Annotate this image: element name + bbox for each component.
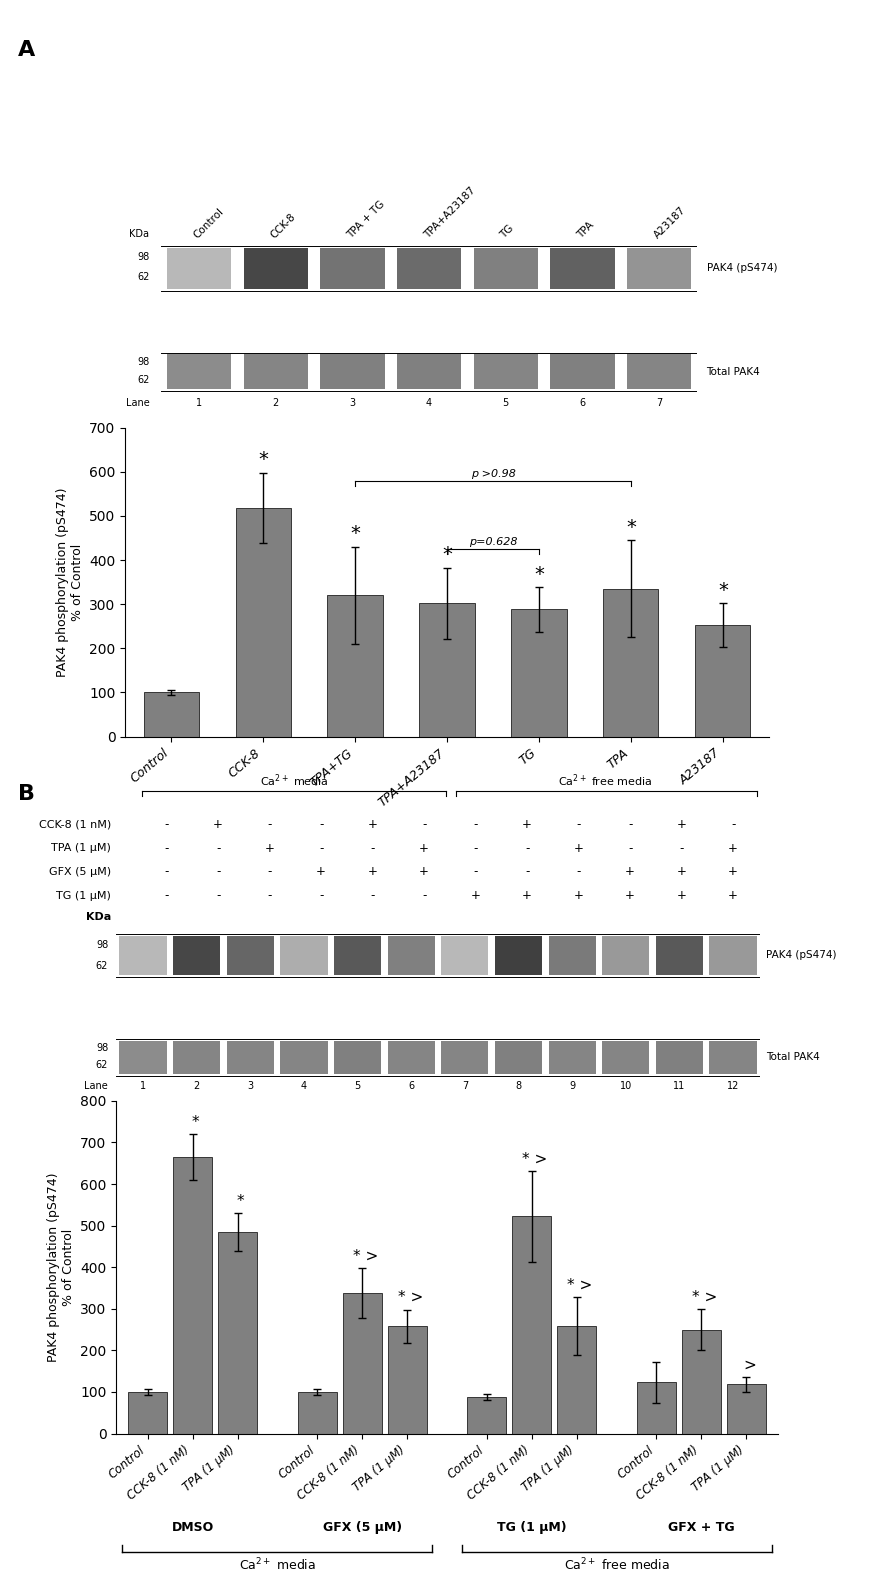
- Y-axis label: PAK4 phosphorylation (pS474)
% of Control: PAK4 phosphorylation (pS474) % of Contro…: [46, 1172, 74, 1362]
- Bar: [468, 1397, 506, 1434]
- Text: A: A: [18, 40, 35, 60]
- Text: -: -: [164, 889, 169, 903]
- Text: 6: 6: [579, 398, 586, 407]
- Text: GFX + TG: GFX + TG: [668, 1521, 735, 1533]
- Text: *: *: [258, 450, 268, 469]
- Text: +: +: [574, 889, 584, 903]
- Bar: [218, 1232, 257, 1434]
- Text: 9: 9: [569, 1080, 575, 1091]
- Bar: [227, 936, 274, 976]
- Bar: [397, 355, 461, 390]
- Text: B: B: [18, 784, 35, 805]
- Text: Total PAK4: Total PAK4: [706, 367, 760, 377]
- Text: * >: * >: [353, 1248, 378, 1264]
- Text: +: +: [677, 889, 687, 903]
- Text: +: +: [677, 817, 687, 832]
- Bar: [334, 1041, 381, 1074]
- Text: -: -: [628, 841, 632, 855]
- Text: -: -: [370, 841, 375, 855]
- Bar: [603, 936, 649, 976]
- Text: *: *: [192, 1115, 199, 1129]
- Text: -: -: [216, 889, 220, 903]
- Text: -: -: [474, 841, 477, 855]
- Text: 2: 2: [194, 1080, 199, 1091]
- Text: 10: 10: [620, 1080, 632, 1091]
- Bar: [167, 355, 232, 390]
- Y-axis label: PAK4 phosphorylation (pS474)
% of Control: PAK4 phosphorylation (pS474) % of Contro…: [55, 488, 83, 676]
- Bar: [388, 1326, 426, 1434]
- Text: 62: 62: [96, 1060, 108, 1071]
- Bar: [419, 604, 475, 737]
- Text: * >: * >: [692, 1289, 717, 1305]
- Bar: [167, 249, 232, 288]
- Bar: [627, 355, 691, 390]
- Bar: [656, 936, 703, 976]
- Bar: [342, 1293, 382, 1434]
- Text: CCK-8: CCK-8: [269, 212, 298, 241]
- Text: -: -: [267, 865, 272, 879]
- Text: TPA: TPA: [576, 220, 595, 241]
- Text: +: +: [367, 865, 377, 879]
- Bar: [334, 936, 381, 976]
- Bar: [474, 249, 538, 288]
- Text: 62: 62: [137, 375, 149, 385]
- Text: GFX (5 μM): GFX (5 μM): [323, 1521, 401, 1533]
- Text: TPA+A23187: TPA+A23187: [422, 185, 477, 241]
- Bar: [474, 355, 538, 390]
- Text: p >0.98: p >0.98: [470, 469, 516, 478]
- Bar: [603, 589, 659, 737]
- Text: -: -: [525, 841, 529, 855]
- Bar: [244, 249, 308, 288]
- Bar: [442, 1041, 488, 1074]
- Text: TG (1 μM): TG (1 μM): [56, 890, 111, 901]
- Text: Ca$^{2+}$ free media: Ca$^{2+}$ free media: [558, 773, 653, 789]
- Text: 4: 4: [426, 398, 432, 407]
- Text: p=0.628: p=0.628: [468, 537, 518, 546]
- Text: *: *: [718, 581, 728, 600]
- Text: -: -: [216, 865, 220, 879]
- Text: +: +: [522, 889, 532, 903]
- Text: 8: 8: [516, 1080, 521, 1091]
- Text: Ca$^{2+}$ media: Ca$^{2+}$ media: [259, 773, 328, 789]
- Bar: [603, 1041, 649, 1074]
- Bar: [298, 1392, 336, 1434]
- Bar: [120, 1041, 166, 1074]
- Text: +: +: [729, 865, 738, 879]
- Bar: [442, 936, 488, 976]
- Text: 3: 3: [248, 1080, 253, 1091]
- Text: +: +: [265, 841, 274, 855]
- Text: PAK4 (pS474): PAK4 (pS474): [766, 950, 837, 960]
- Bar: [511, 610, 567, 737]
- Text: -: -: [628, 817, 632, 832]
- Text: Lane: Lane: [84, 1080, 108, 1091]
- Text: -: -: [679, 841, 684, 855]
- Text: 7: 7: [656, 398, 662, 407]
- Bar: [558, 1326, 596, 1434]
- Text: -: -: [422, 817, 426, 832]
- Text: 62: 62: [96, 961, 108, 971]
- Text: +: +: [625, 865, 635, 879]
- Text: -: -: [370, 889, 375, 903]
- Text: 98: 98: [96, 939, 108, 950]
- Text: CCK-8 (1 nM): CCK-8 (1 nM): [38, 819, 111, 830]
- Text: +: +: [214, 817, 224, 832]
- Text: TG: TG: [499, 223, 516, 241]
- Bar: [244, 355, 308, 390]
- Text: 98: 98: [96, 1042, 108, 1053]
- Text: 2: 2: [273, 398, 279, 407]
- Bar: [550, 249, 614, 288]
- Bar: [512, 1217, 552, 1434]
- Bar: [235, 508, 291, 737]
- Bar: [682, 1329, 721, 1434]
- Text: -: -: [525, 865, 529, 879]
- Text: * >: * >: [398, 1291, 423, 1305]
- Text: Lane: Lane: [126, 398, 149, 407]
- Text: Ca$^{2+}$ free media: Ca$^{2+}$ free media: [564, 1557, 670, 1573]
- Text: KDa: KDa: [86, 912, 111, 922]
- Text: +: +: [574, 841, 584, 855]
- Bar: [656, 1041, 703, 1074]
- Bar: [128, 1392, 167, 1434]
- Text: *: *: [350, 524, 360, 543]
- Bar: [549, 1041, 595, 1074]
- Text: -: -: [577, 817, 581, 832]
